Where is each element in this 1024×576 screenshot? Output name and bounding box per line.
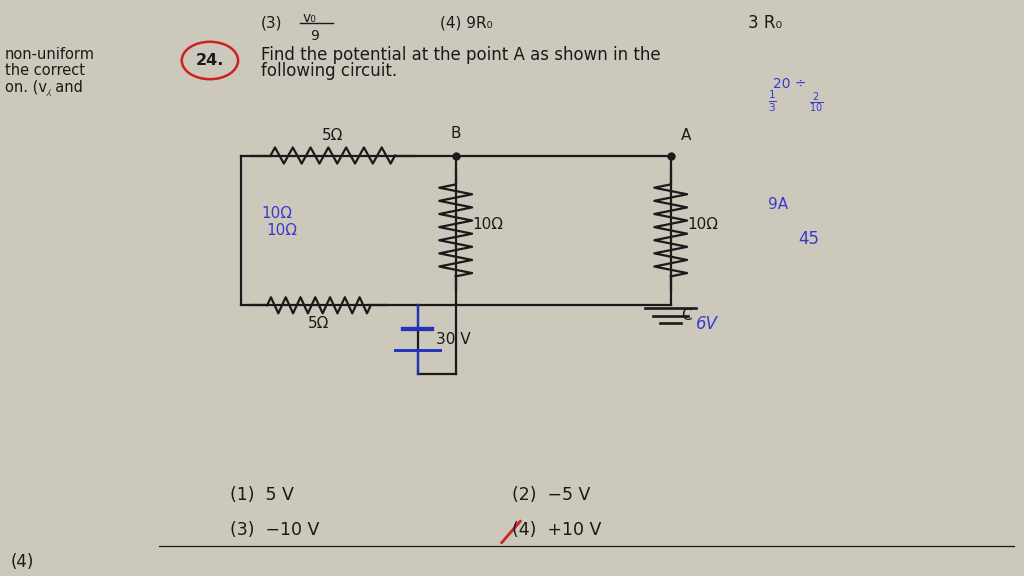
Text: 6V: 6V <box>696 314 718 333</box>
Text: 10Ω: 10Ω <box>266 223 297 238</box>
Text: 5Ω: 5Ω <box>323 128 343 143</box>
Text: on. (v⁁ and: on. (v⁁ and <box>5 79 83 96</box>
Text: 10Ω: 10Ω <box>261 206 292 221</box>
Text: 45: 45 <box>799 230 820 248</box>
Text: 3 R₀: 3 R₀ <box>748 14 781 32</box>
Text: (3)  −10 V: (3) −10 V <box>230 521 319 539</box>
Text: v₀: v₀ <box>302 12 315 25</box>
Text: B: B <box>451 126 461 141</box>
Text: $\frac{2}{10}$: $\frac{2}{10}$ <box>809 90 823 115</box>
Text: 10Ω: 10Ω <box>687 217 718 232</box>
Text: (4) 9R₀: (4) 9R₀ <box>440 16 494 31</box>
Text: non-uniform: non-uniform <box>5 47 95 62</box>
Text: (1)  5 V: (1) 5 V <box>230 486 294 505</box>
Text: (2)  −5 V: (2) −5 V <box>512 486 591 505</box>
Text: Find the potential at the point A as shown in the: Find the potential at the point A as sho… <box>261 46 660 64</box>
Text: the correct: the correct <box>5 63 85 78</box>
Text: 5Ω: 5Ω <box>308 316 330 331</box>
Text: 9: 9 <box>310 29 318 43</box>
Text: A: A <box>681 128 691 143</box>
Text: 30 V: 30 V <box>436 332 471 347</box>
Text: 10Ω: 10Ω <box>472 217 503 232</box>
Text: (4): (4) <box>10 552 34 571</box>
Text: (4)  +10 V: (4) +10 V <box>512 521 601 539</box>
Text: 20 ÷: 20 ÷ <box>773 77 807 90</box>
Text: following circuit.: following circuit. <box>261 62 397 80</box>
Text: C: C <box>681 308 691 323</box>
Text: 24.: 24. <box>196 53 224 68</box>
Text: $\frac{1}{3}$: $\frac{1}{3}$ <box>768 88 777 113</box>
Text: (3): (3) <box>261 16 283 31</box>
Text: 9A: 9A <box>768 197 788 212</box>
